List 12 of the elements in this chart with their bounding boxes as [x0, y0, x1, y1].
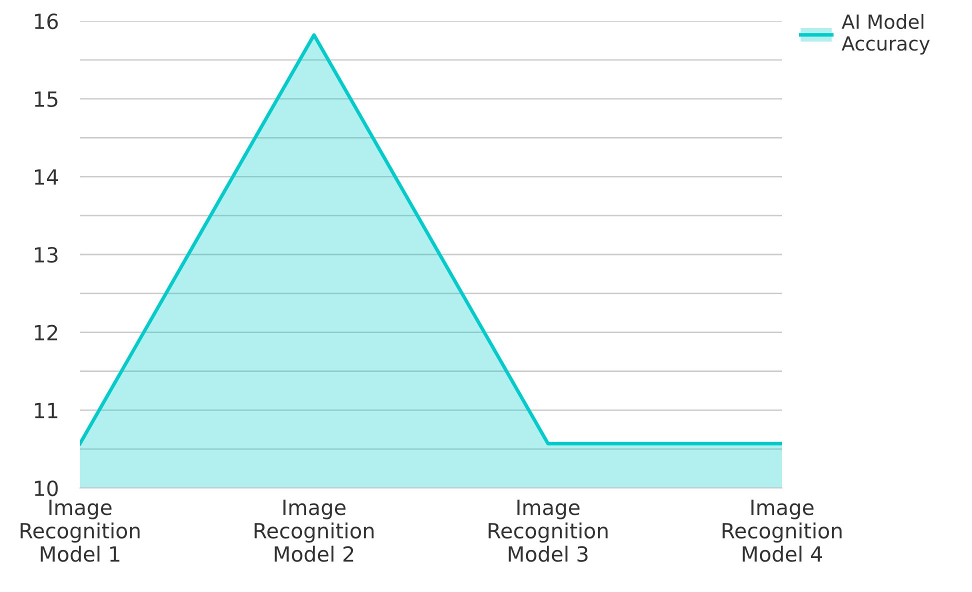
- x-tick-label: Image Recognition Model 2: [254, 500, 374, 562]
- x-tick-label: Image Recognition Model 3: [488, 500, 608, 562]
- y-tick-label: 12: [34, 324, 58, 340]
- y-tick-label: 16: [34, 13, 58, 30]
- y-tick-label: 15: [34, 92, 58, 108]
- y-tick-label: 11: [34, 402, 58, 418]
- x-tick-label: Image Recognition Model 4: [722, 500, 842, 562]
- legend-label: AI Model Accuracy: [842, 14, 930, 55]
- y-tick-label: 10: [34, 480, 58, 496]
- y-tick-label: 13: [34, 246, 58, 263]
- x-tick-label: Image Recognition Model 1: [20, 500, 140, 562]
- y-tick-label: 14: [34, 169, 58, 185]
